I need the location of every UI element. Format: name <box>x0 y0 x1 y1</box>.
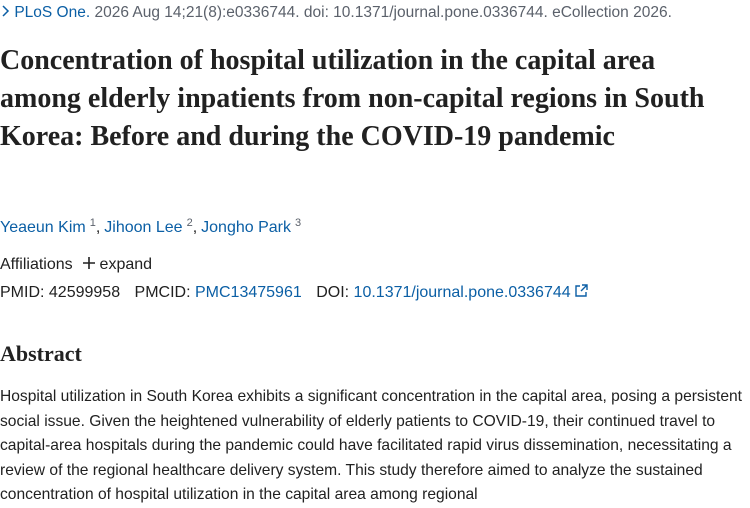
affiliation-number: 3 <box>295 217 302 229</box>
doi-link[interactable]: 10.1371/journal.pone.0336744 <box>353 284 571 301</box>
external-link-icon <box>575 284 588 297</box>
author-link[interactable]: Jihoon Lee <box>104 219 183 236</box>
pmid: 42599958 <box>48 284 121 301</box>
author-separator: , <box>192 219 198 236</box>
chevron-icon <box>2 5 10 17</box>
author-link[interactable]: Jongho Park <box>201 219 291 236</box>
pmcid-link[interactable]: PMC13475961 <box>195 284 302 301</box>
abstract-text: Hospital utilization in South Korea exhi… <box>0 388 743 503</box>
author-list: Yeaeun Kim 1, Jihoon Lee 2, Jongho Park 3 <box>0 217 301 237</box>
abstract-heading: Abstract <box>0 341 82 366</box>
expand-label: expand <box>99 256 153 273</box>
citation: PLoS One. 2026 Aug 14;21(8):e0336744. do… <box>0 4 672 22</box>
author-link[interactable]: Yeaeun Kim <box>0 219 86 236</box>
expand-button[interactable]: expand <box>83 256 152 273</box>
identifiers: PMID: 42599958 PMCID: PMC13475961 DOI: 1… <box>0 284 588 302</box>
author-separator: , <box>95 219 101 236</box>
affiliation-number: 1 <box>89 217 96 229</box>
doi-label: DOI: <box>316 284 350 301</box>
citation-details: 2026 Aug 14;21(8):e0336744. doi: 10.1371… <box>94 4 672 21</box>
pmid-label: PMID: <box>0 284 45 301</box>
affiliations-label: Affiliations <box>0 256 73 273</box>
affiliation-number: 2 <box>186 217 193 229</box>
plus-icon <box>83 257 96 269</box>
article-title: Concentration of hospital utilization in… <box>0 45 705 152</box>
journal-link[interactable]: PLoS One. <box>14 4 91 21</box>
affiliations: Affiliations expand <box>0 256 152 274</box>
pmcid-label: PMCID: <box>134 284 191 301</box>
